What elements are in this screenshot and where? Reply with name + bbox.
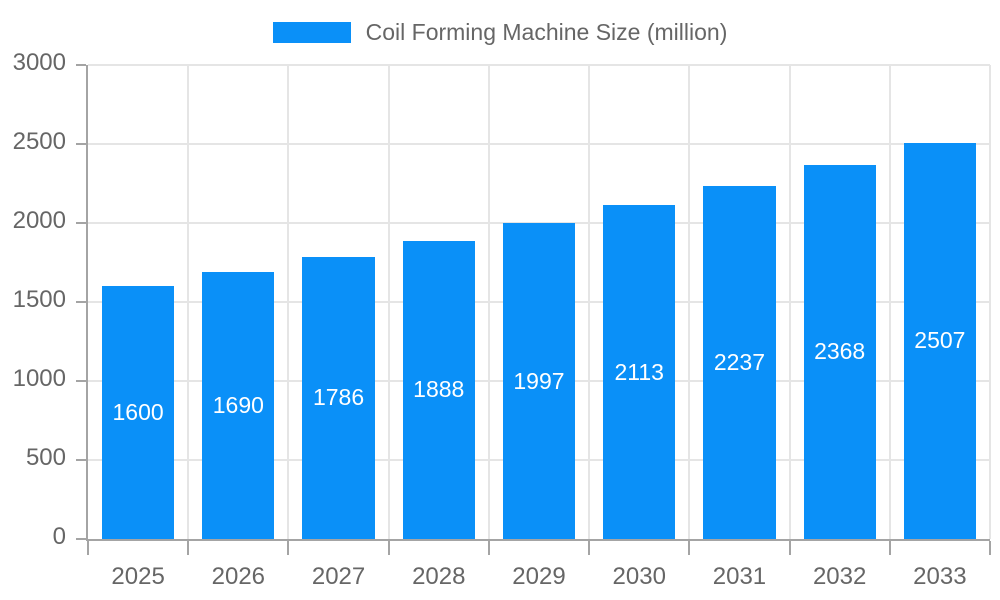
bar-slot: 2237 2031 [689,65,789,590]
legend-swatch-icon [272,21,351,43]
bar-slot: 1600 2025 [88,65,188,590]
bar-value-label: 2113 [614,358,664,385]
bar[interactable]: 1888 [402,240,475,539]
bar-value-label: 1690 [212,391,264,418]
y-axis-tick-label: 0 [52,523,66,550]
bar-value-label: 1600 [112,399,164,426]
x-axis-tick [387,541,390,555]
x-axis-tick [888,541,891,555]
bar-slot: 1997 2029 [489,65,589,590]
legend[interactable]: Coil Forming Machine Size (million) [0,18,1000,45]
v-gridline [688,65,691,539]
y-axis-tick-label: 500 [25,444,66,472]
bar-slot: 1786 2027 [288,65,388,590]
bar[interactable]: 1600 [102,286,175,539]
x-axis-tick [187,541,190,555]
x-axis-tick [87,541,89,555]
y-axis-tick-label: 2500 [12,128,66,155]
x-axis-tick-label: 2029 [512,563,566,590]
x-axis-tick-label: 2031 [712,563,767,590]
x-axis-tick [989,541,991,555]
v-gridline [487,65,490,539]
x-axis-tick [487,541,490,555]
y-axis-tick-label: 2000 [12,207,66,235]
y-axis-tick-label: 1000 [12,365,66,393]
y-axis-tick-label: 1500 [12,286,66,313]
bar-value-label: 2368 [814,338,866,365]
x-axis-tick [688,541,691,555]
plot-area: 0 500 1000 1500 2000 2500 3000 1600 2025 1690 2026… [13,49,991,590]
x-axis-tick-label: 2025 [111,563,165,590]
y-axis-tick-label: 3000 [12,49,66,76]
bar-slot: 1690 2026 [188,65,288,590]
bar[interactable]: 1997 [502,223,576,539]
y-axis-tick [76,64,86,66]
x-axis-tick-label: 2027 [311,563,366,590]
bar-value-label: 2237 [713,348,766,375]
bar[interactable]: 2237 [703,185,776,539]
v-gridline [888,65,891,539]
h-gridline [88,143,990,145]
y-axis-tick [76,143,86,145]
x-axis-tick [588,541,591,555]
x-axis-tick [788,541,791,555]
v-gridline [788,65,791,539]
x-axis-tick-label: 2030 [612,563,666,590]
legend-label: Coil Forming Machine Size (million) [365,18,728,45]
bar-value-label: 2507 [914,327,966,354]
bar-slot: 2368 2032 [790,65,890,590]
v-gridline [989,65,991,539]
y-axis-tick [76,538,86,540]
x-axis-tick-label: 2026 [211,563,266,590]
bar-slot: 2113 2030 [589,65,689,590]
y-axis-line [86,65,88,541]
y-axis-tick [76,301,86,303]
y-axis-tick [76,222,86,225]
bar-value-label: 1786 [312,384,365,411]
x-axis-tick-label: 2032 [812,563,867,590]
x-axis-tick-label: 2028 [412,563,466,590]
bar[interactable]: 2113 [603,205,676,539]
bar-slot: 2507 2033 [890,65,990,590]
y-axis-tick [76,459,86,462]
v-gridline [387,65,390,539]
bar[interactable]: 2507 [903,142,976,539]
bar-value-label: 1888 [413,376,465,403]
x-axis-line [86,539,990,541]
x-axis-tick-label: 2033 [913,563,967,590]
bar[interactable]: 1786 [302,256,375,539]
v-gridline [287,65,290,539]
bar-slot: 1888 2028 [389,65,489,590]
v-gridline [588,65,591,539]
h-gridline [88,64,990,66]
h-gridline [88,222,990,225]
bar[interactable]: 1690 [202,271,275,539]
y-axis-tick [76,380,86,383]
bar-value-label: 1997 [513,367,565,394]
x-axis-tick [287,541,290,555]
v-gridline [187,65,190,539]
bar[interactable]: 2368 [803,164,876,539]
